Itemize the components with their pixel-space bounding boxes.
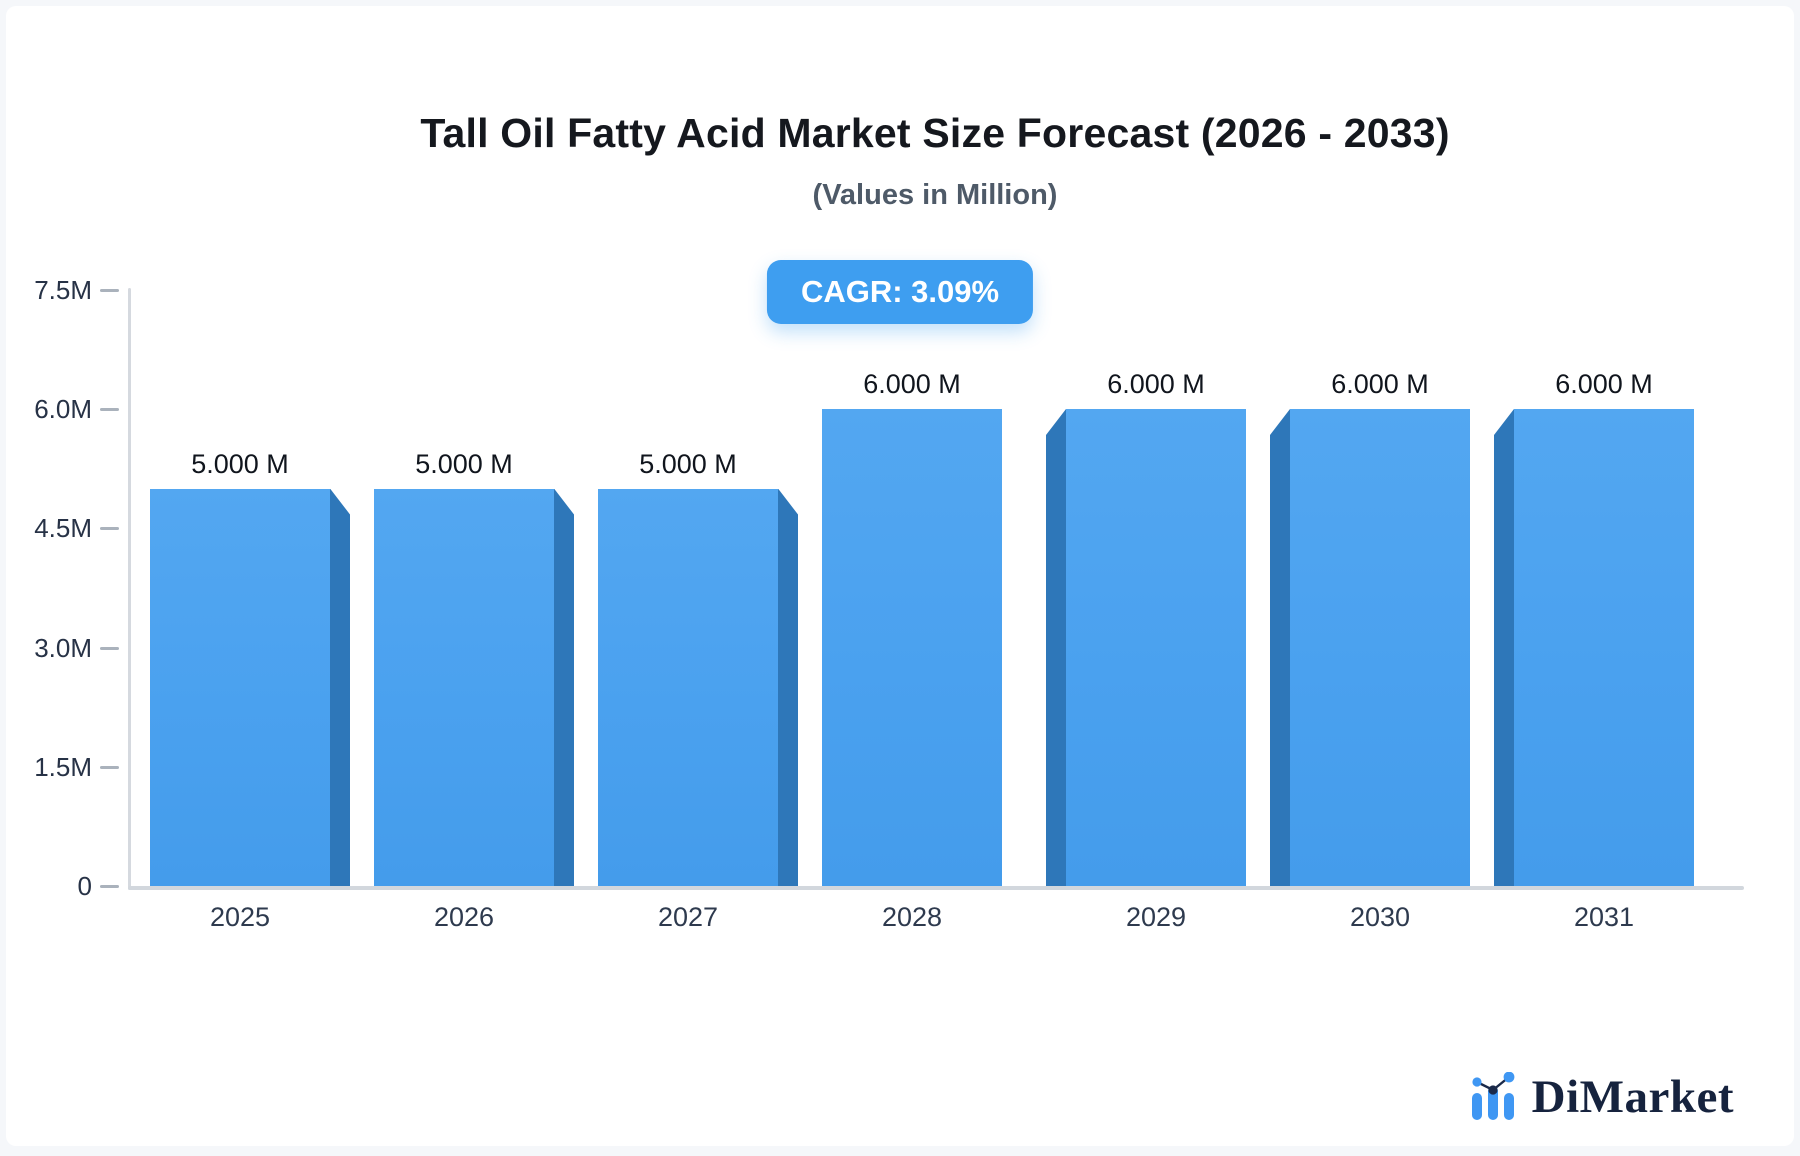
bar-3d-edge [1046,409,1066,886]
y-tick-label: 3.0M [34,632,92,663]
bar-3d-edge [554,488,574,886]
bar[interactable] [1066,409,1246,886]
bar-value-label: 5.000 M [415,448,513,479]
x-tick-label: 2031 [1573,902,1635,932]
y-tick-label: 6.0M [34,394,92,424]
y-tick-dash-icon [100,646,119,650]
bar-value-label: 6.000 M [1555,369,1653,399]
bar-3d-edge [778,488,798,886]
bar[interactable] [1290,409,1470,886]
y-tick-label: 0 [77,871,92,901]
bar-chart-plot-area: 7.5M 6.0M 4.5M 3.0M 1.5M 0 5.000 M 2025 5.000 M 2… [6,6,1794,1146]
y-tick-dash-icon [100,765,119,769]
dimarket-logo-icon [1471,1072,1515,1120]
x-tick-label: 2027 [657,902,719,932]
bar[interactable] [150,488,330,886]
chart-card: Tall Oil Fatty Acid Market Size Forecast… [6,6,1794,1146]
x-tick-label: 2026 [433,902,495,932]
bar[interactable] [1514,409,1694,886]
bar-3d-edge [1270,409,1290,886]
x-tick-label: 2028 [881,902,943,932]
y-tick-dash-icon [100,885,119,888]
y-axis-line [128,288,131,890]
chart-header: Tall Oil Fatty Acid Market Size Forecast… [76,6,1794,212]
x-tick-label: 2030 [1349,902,1411,932]
bar-value-label: 6.000 M [863,369,961,399]
chart-title: Tall Oil Fatty Acid Market Size Forecast… [420,110,1450,156]
bar-3d-edge [330,488,350,886]
bar[interactable] [598,488,778,886]
bar-value-label: 6.000 M [1107,369,1205,399]
bar-value-label: 5.000 M [191,448,289,479]
brand-name: DiMarket [1531,1071,1734,1123]
y-tick-dash-icon [100,527,119,531]
y-tick-dash-icon [100,288,119,292]
bar-3d-edge [1494,409,1514,886]
bar-value-label: 6.000 M [1331,369,1429,399]
y-tick-label: 4.5M [34,513,92,544]
brand-watermark: DiMarket [1470,1070,1734,1124]
bar-value-label: 5.000 M [639,448,737,479]
chart-subtitle: (Values in Million) [812,179,1058,211]
x-tick-label: 2029 [1125,902,1187,932]
x-tick-label: 2025 [209,902,271,932]
y-tick-dash-icon [100,408,119,411]
y-tick-label: 1.5M [34,751,92,782]
bar[interactable] [374,488,554,886]
x-axis-line [128,886,1744,890]
bar[interactable] [822,409,1002,886]
y-tick-label: 7.5M [34,274,92,305]
cagr-badge: CAGR: 3.09% [766,260,1034,324]
